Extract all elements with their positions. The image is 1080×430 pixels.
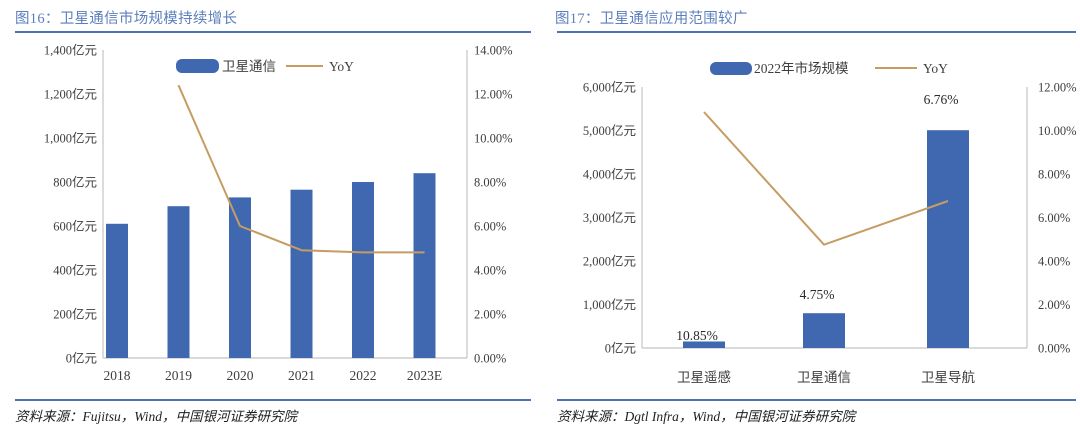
- legend-bar-label: 卫星通信: [222, 59, 276, 74]
- yoy-line: [703, 111, 949, 246]
- category-label-2021: 2021: [288, 368, 315, 383]
- yoy-line: [177, 84, 425, 254]
- category-label-卫星遥感: 卫星遥感: [677, 369, 731, 385]
- legend: 2022年市场规模 YoY: [710, 60, 948, 76]
- figure-16-bottom-divider: [15, 399, 531, 401]
- bar-2020: [229, 197, 251, 358]
- left-axis-tick-label: 800亿元: [53, 175, 97, 190]
- legend-line-label: YoY: [923, 61, 948, 76]
- right-axis-tick-label: 12.00%: [1038, 81, 1077, 95]
- bar-2023E: [413, 173, 436, 358]
- category-label-2018: 2018: [104, 368, 131, 383]
- left-axis-tick-label: 1,000亿元: [583, 297, 636, 312]
- figure-16: 图16：卫星通信市场规模持续增长 1,400亿元 1,200亿元 1,000亿元 80…: [15, 11, 531, 424]
- left-axis-tick-label: 0亿元: [605, 341, 636, 356]
- right-axis-tick-label: 2.00%: [1038, 298, 1070, 312]
- right-axis-tick-label: 4.00%: [1038, 255, 1070, 269]
- figure-16-title-divider: [15, 31, 531, 33]
- left-axis-tick-label: 5,000亿元: [583, 123, 636, 138]
- left-axis-tick-label: 600亿元: [53, 219, 97, 234]
- bar-2019: [167, 206, 190, 358]
- legend-bar-label: 2022年市场规模: [754, 60, 849, 76]
- bar-2018: [106, 223, 128, 358]
- legend-line-label: YoY: [329, 59, 354, 74]
- right-axis-tick-label: 6.00%: [1038, 211, 1070, 225]
- bar-2022: [352, 182, 374, 358]
- right-axis-tick-label: 10.00%: [474, 132, 513, 146]
- right-axis-tick-label: 0.00%: [1038, 342, 1070, 356]
- left-axis-tick-label: 4,000亿元: [583, 167, 636, 182]
- bar-2021: [290, 189, 313, 358]
- figure-16-title: 图16：卫星通信市场规模持续增长: [15, 11, 238, 27]
- bar-卫星导航: [927, 130, 969, 348]
- left-axis-tick-label: 1,400亿元: [44, 43, 97, 58]
- figure-17-bottom-divider: [557, 399, 1076, 401]
- right-axis-tick-label: 14.00%: [474, 44, 513, 58]
- category-label-2023E: 2023E: [407, 368, 442, 383]
- right-axis-tick-label: 8.00%: [474, 176, 506, 190]
- figure-17-source: 资料来源：Dgtl Infra，Wind，中国银河证券研究院: [557, 409, 856, 424]
- figure-17-chart: 6,000亿元 5,000亿元 4,000亿元 3,000亿元 2,000亿元 1,000…: [583, 60, 1077, 385]
- figure-17-title-divider: [557, 31, 1076, 33]
- bar-卫星通信: [803, 313, 845, 348]
- legend-bar-swatch: [176, 59, 219, 73]
- right-axis-tick-label: 12.00%: [474, 88, 513, 102]
- figure-16-chart: 1,400亿元 1,200亿元 1,000亿元 800亿元 600亿元 400亿元 200亿…: [44, 43, 513, 384]
- left-axis-tick-label: 400亿元: [53, 263, 97, 278]
- left-axis-tick-label: 2,000亿元: [583, 254, 636, 269]
- category-label-2022: 2022: [350, 368, 377, 383]
- figure-17: 图17：卫星通信应用范围较广 6,000亿元 5,000亿元 4,000亿元 3,00…: [540, 0, 1080, 430]
- right-axis-tick-label: 2.00%: [474, 308, 506, 322]
- data-label: 4.75%: [800, 287, 835, 302]
- left-axis-tick-label: 1,200亿元: [44, 87, 97, 102]
- right-axis-tick-label: 8.00%: [1038, 168, 1070, 182]
- figure-17-title: 图17：卫星通信应用范围较广: [555, 11, 748, 27]
- right-axis-tick-label: 4.00%: [474, 264, 506, 278]
- data-label: 6.76%: [924, 92, 959, 107]
- category-label-2019: 2019: [165, 368, 192, 383]
- left-axis-tick-label: 200亿元: [53, 307, 97, 322]
- category-label-卫星通信: 卫星通信: [797, 370, 851, 385]
- data-label: 10.85%: [676, 328, 718, 343]
- category-label-2020: 2020: [227, 368, 254, 383]
- left-axis-tick-label: 6,000亿元: [583, 80, 636, 95]
- left-axis-tick-label: 1,000亿元: [44, 131, 97, 146]
- left-axis-tick-label: 0亿元: [66, 351, 97, 366]
- bar-卫星遥感: [683, 341, 725, 348]
- figure-16-source: 资料来源：Fujitsu，Wind，中国银河证券研究院: [15, 409, 298, 424]
- legend-bar-swatch: [710, 62, 752, 75]
- right-axis-tick-label: 10.00%: [1038, 124, 1077, 138]
- left-axis-tick-label: 3,000亿元: [583, 210, 636, 225]
- right-axis-tick-label: 6.00%: [474, 220, 506, 234]
- right-axis-tick-label: 0.00%: [474, 352, 506, 366]
- category-label-卫星导航: 卫星导航: [921, 370, 975, 385]
- legend: 卫星通信 YoY: [176, 59, 354, 74]
